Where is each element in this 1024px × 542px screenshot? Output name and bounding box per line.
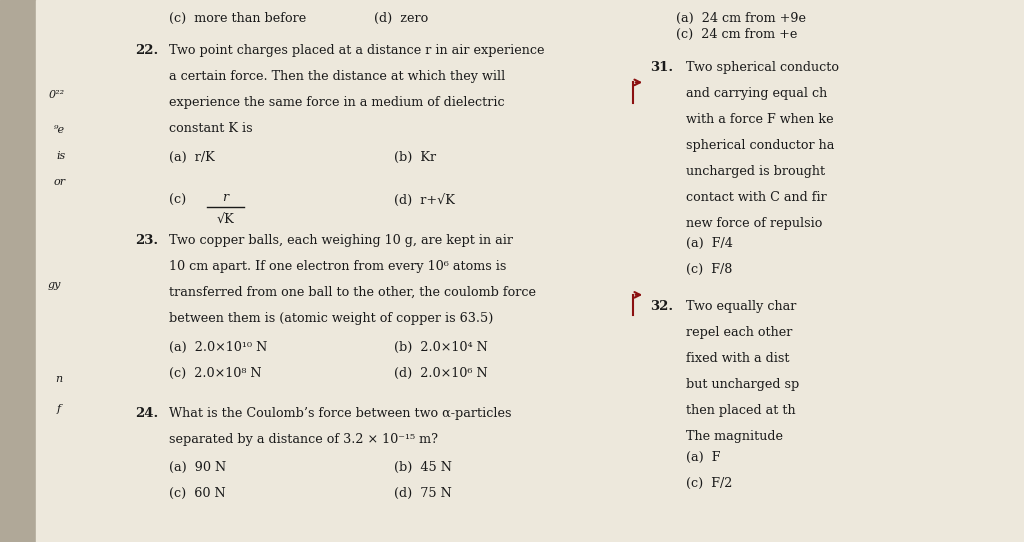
Text: (c)  24 cm from +e: (c) 24 cm from +e [676, 28, 798, 41]
Text: (d)  75 N: (d) 75 N [394, 487, 453, 500]
Text: f: f [56, 404, 60, 414]
Text: 32.: 32. [650, 300, 674, 313]
Text: Two copper balls, each weighing 10 g, are kept in air: Two copper balls, each weighing 10 g, ar… [169, 234, 513, 247]
Text: ⁹e: ⁹e [54, 125, 65, 135]
Text: r: r [222, 191, 228, 204]
Text: constant K is: constant K is [169, 122, 253, 136]
Text: (a)  24 cm from +9e: (a) 24 cm from +9e [676, 12, 806, 25]
Text: a certain force. Then the distance at which they will: a certain force. Then the distance at wh… [169, 70, 505, 83]
Text: Two spherical conducto: Two spherical conducto [686, 61, 839, 74]
Text: 23.: 23. [135, 234, 159, 247]
Text: and carrying equal ch: and carrying equal ch [686, 87, 827, 100]
Text: 22.: 22. [135, 44, 159, 57]
Text: (c)  2.0×10⁸ N: (c) 2.0×10⁸ N [169, 367, 261, 380]
Text: The magnitude: The magnitude [686, 430, 783, 443]
Text: new force of repulsio: new force of repulsio [686, 217, 822, 230]
Text: gy: gy [47, 280, 61, 289]
Text: (a)  2.0×10¹⁰ N: (a) 2.0×10¹⁰ N [169, 341, 267, 354]
Text: (d)  r+√K: (d) r+√K [394, 193, 455, 207]
Text: 0²²: 0²² [48, 90, 65, 100]
Text: (b)  45 N: (b) 45 N [394, 461, 453, 474]
Text: with a force F when ke: with a force F when ke [686, 113, 834, 126]
Text: uncharged is brought: uncharged is brought [686, 165, 825, 178]
Text: transferred from one ball to the other, the coulomb force: transferred from one ball to the other, … [169, 286, 536, 299]
Text: 31.: 31. [650, 61, 674, 74]
Text: 10 cm apart. If one electron from every 10⁶ atoms is: 10 cm apart. If one electron from every … [169, 260, 506, 273]
Text: (a)  F: (a) F [686, 451, 721, 464]
Text: What is the Coulomb’s force between two α-particles: What is the Coulomb’s force between two … [169, 406, 511, 420]
Text: Two point charges placed at a distance r in air experience: Two point charges placed at a distance r… [169, 44, 545, 57]
Bar [0, 0, 36, 542]
Text: (b)  Kr: (b) Kr [394, 151, 436, 164]
Text: √K: √K [216, 212, 234, 225]
Text: (a)  90 N: (a) 90 N [169, 461, 226, 474]
Text: contact with C and fir: contact with C and fir [686, 191, 826, 204]
Text: between them is (atomic weight of copper is 63.5): between them is (atomic weight of copper… [169, 312, 494, 325]
Text: (c)  F/2: (c) F/2 [686, 477, 732, 490]
Text: spherical conductor ha: spherical conductor ha [686, 139, 835, 152]
Text: experience the same force in a medium of dielectric: experience the same force in a medium of… [169, 96, 505, 109]
Text: repel each other: repel each other [686, 326, 793, 339]
Text: fixed with a dist: fixed with a dist [686, 352, 790, 365]
Text: (d)  zero: (d) zero [374, 12, 428, 25]
Text: or: or [53, 177, 66, 186]
Text: (c)  F/8: (c) F/8 [686, 263, 732, 276]
Text: is: is [56, 151, 67, 161]
Text: (a)  F/4: (a) F/4 [686, 237, 733, 250]
Text: Two equally char: Two equally char [686, 300, 797, 313]
Text: but uncharged sp: but uncharged sp [686, 378, 800, 391]
Text: (c)  more than before: (c) more than before [169, 12, 306, 25]
Text: then placed at th: then placed at th [686, 404, 796, 417]
Text: (d)  2.0×10⁶ N: (d) 2.0×10⁶ N [394, 367, 488, 380]
Text: (b)  2.0×10⁴ N: (b) 2.0×10⁴ N [394, 341, 488, 354]
Text: 24.: 24. [135, 406, 159, 420]
Bar [36, 0, 123, 542]
Text: (c)  60 N: (c) 60 N [169, 487, 225, 500]
Text: (c): (c) [169, 193, 186, 207]
Text: n: n [55, 375, 61, 384]
Text: (a)  r/K: (a) r/K [169, 151, 215, 164]
Text: separated by a distance of 3.2 × 10⁻¹⁵ m?: separated by a distance of 3.2 × 10⁻¹⁵ m… [169, 433, 438, 446]
